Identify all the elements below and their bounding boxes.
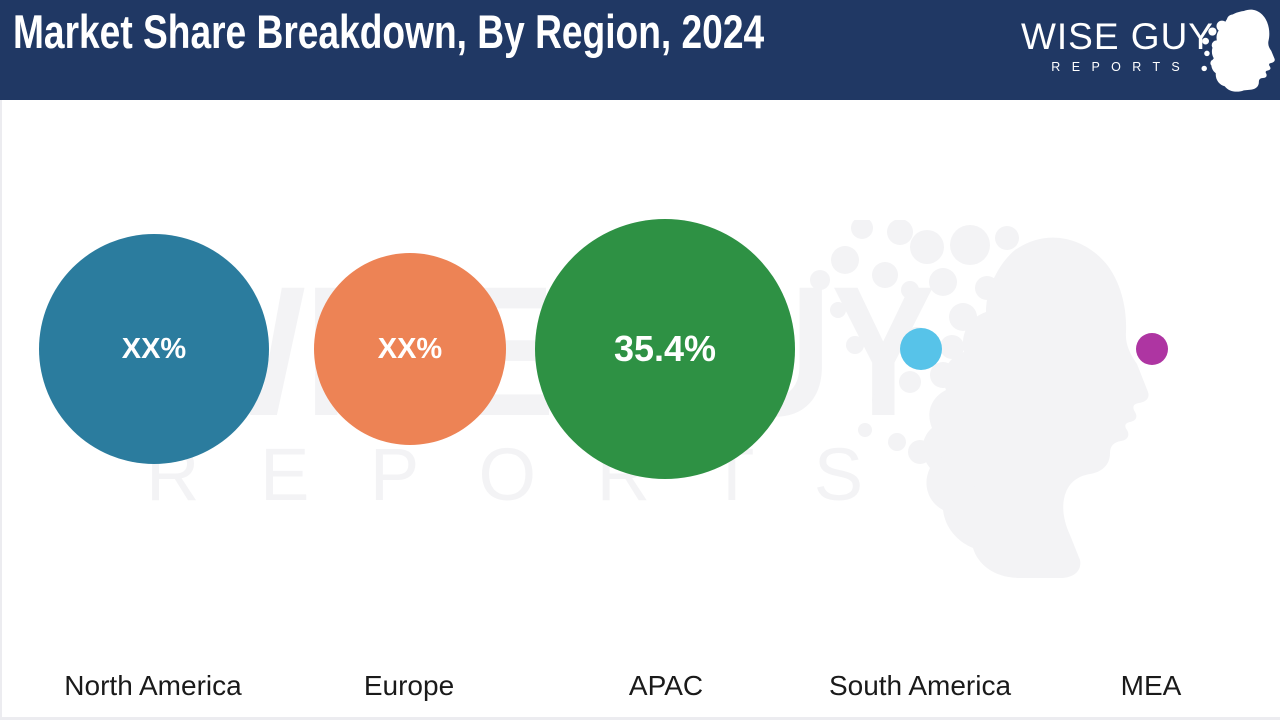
logo-head-icon [1201, 9, 1275, 92]
category-label-south-america: South America [828, 670, 1012, 701]
category-label-europe: Europe [363, 670, 455, 701]
bubble-europe: XX% [314, 253, 506, 445]
bubble-value-europe: XX% [377, 332, 443, 365]
logo-subtext: R E P O R T S [1051, 60, 1184, 74]
wise-guy-logo: WISE GUY R E P O R T S [1020, 0, 1280, 100]
bubble-mea [1136, 333, 1168, 365]
category-label-apac: APAC [628, 670, 704, 701]
category-label-north-america: North America [64, 670, 242, 701]
chart-area: WISE GUY R E P O R T S XX% XX% 35.4% [0, 100, 1280, 720]
bubble-south-america [900, 328, 942, 370]
logo-wordmark: WISE GUY [1020, 16, 1214, 57]
header: Market Share Breakdown, By Region, 2024 … [0, 0, 1280, 100]
category-label-mea: MEA [1120, 670, 1182, 701]
canvas-left-border [0, 100, 2, 720]
logo-text: WISE GUY R E P O R T S [1020, 16, 1214, 75]
page-title: Market Share Breakdown, By Region, 2024 [13, 5, 765, 58]
bubble-value-apac: 35.4% [613, 328, 717, 369]
bubble-apac: 35.4% [535, 219, 795, 479]
watermark-subtext: R E P O R T S [146, 433, 884, 516]
canvas-bottom-border [0, 717, 1280, 720]
bubble-value-north-america: XX% [121, 332, 187, 365]
bubble-north-america: XX% [39, 234, 269, 464]
watermark-head-icon [810, 220, 1149, 578]
